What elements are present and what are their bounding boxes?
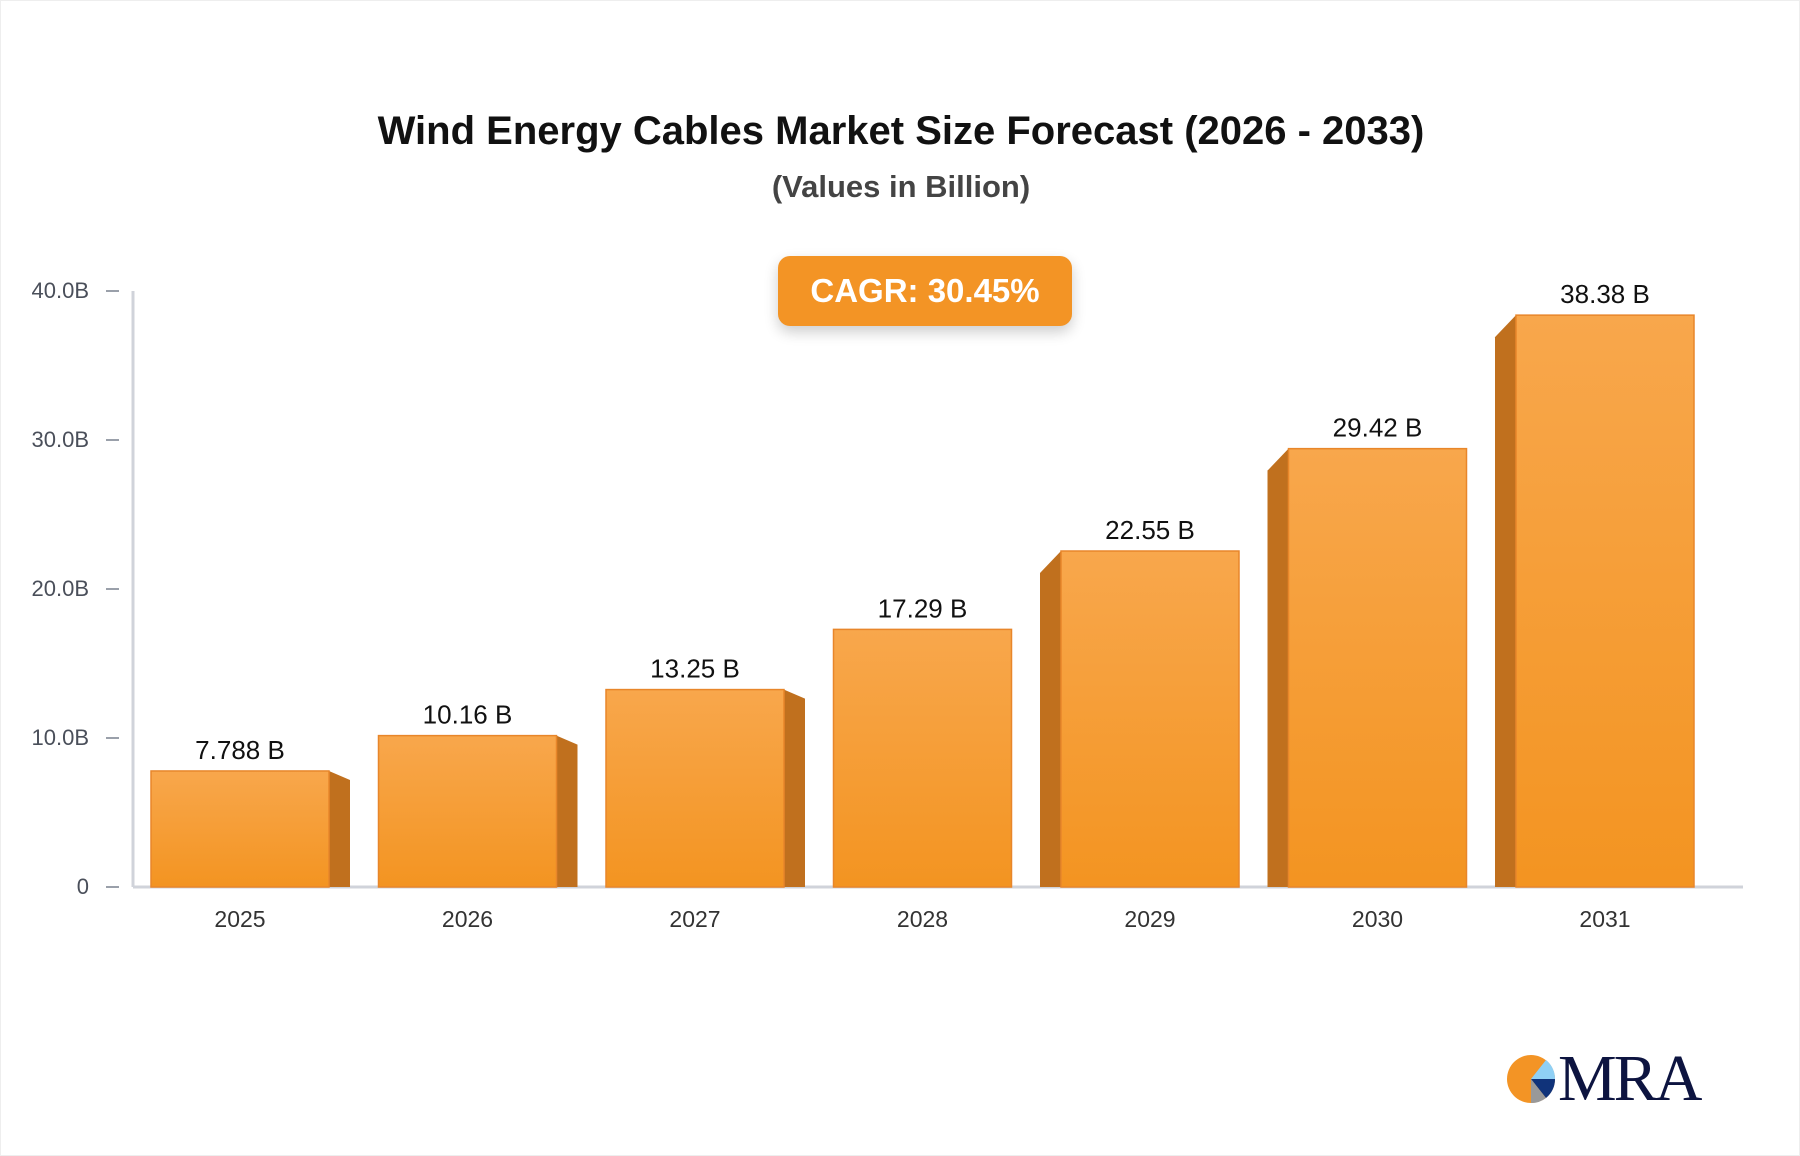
chart-subtitle: (Values in Billion) (771, 169, 1031, 204)
bar-side (1040, 551, 1061, 887)
data-label: 13.25 B (650, 654, 740, 684)
bar (150, 770, 330, 888)
bar-side (1495, 315, 1516, 887)
data-label: 10.16 B (423, 700, 513, 730)
x-tick-label: 2029 (1124, 906, 1175, 932)
cagr-badge: CAGR: 30.45% (778, 256, 1072, 326)
data-label: 7.788 B (195, 735, 285, 765)
y-tick-label: 0 (77, 874, 89, 899)
bar (1515, 314, 1695, 888)
x-tick-label: 2027 (669, 906, 720, 932)
bar (377, 734, 558, 888)
logo-text: MRA (1558, 1042, 1702, 1115)
x-tick-label: 2031 (1579, 906, 1630, 932)
x-tick-label: 2025 (214, 906, 265, 932)
pie-logo-icon (1507, 1055, 1556, 1104)
bar-side (556, 735, 578, 887)
y-tick-label: 30.0B (32, 427, 90, 452)
y-tick-label: 10.0B (32, 725, 90, 750)
bar-side (784, 689, 805, 887)
data-label: 17.29 B (878, 593, 968, 623)
data-label: 29.42 B (1333, 413, 1423, 443)
bar-side (329, 770, 350, 887)
x-tick-label: 2026 (442, 906, 493, 932)
data-label: 38.38 B (1560, 279, 1650, 309)
x-tick-label: 2030 (1352, 906, 1403, 932)
chart-title: Wind Energy Cables Market Size Forecast … (377, 109, 1425, 153)
data-label: 22.55 B (1105, 515, 1195, 545)
mra-logo: MRA (1506, 1041, 1702, 1117)
y-tick-label: 40.0B (32, 278, 90, 303)
y-tick-label: 20.0B (32, 576, 90, 601)
bar (832, 628, 1013, 888)
bar (1060, 550, 1240, 888)
bar-side (1267, 448, 1289, 887)
bar (605, 688, 785, 888)
x-tick-label: 2028 (897, 906, 948, 932)
bar (1287, 447, 1468, 888)
